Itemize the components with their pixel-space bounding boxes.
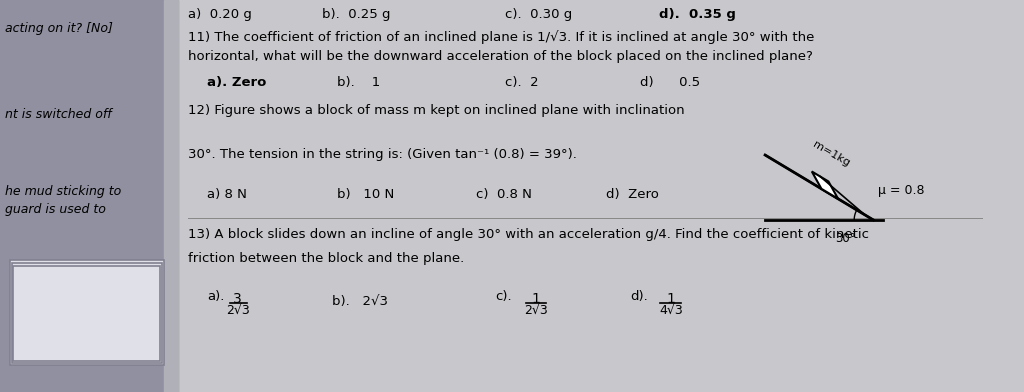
Text: a). Zero: a). Zero [207, 76, 266, 89]
Text: a).: a). [207, 290, 224, 303]
Text: friction between the block and the plane.: friction between the block and the plane… [187, 252, 464, 265]
Text: d).: d). [631, 290, 648, 303]
Text: μ = 0.8: μ = 0.8 [879, 183, 925, 196]
Text: 12) Figure shows a block of mass m kept on inclined plane with inclination: 12) Figure shows a block of mass m kept … [187, 104, 684, 117]
Text: 2√3: 2√3 [226, 304, 250, 317]
Text: nt is switched off: nt is switched off [5, 108, 112, 121]
Text: m=1kg: m=1kg [811, 140, 851, 169]
Text: guard is used to: guard is used to [5, 203, 105, 216]
Text: 13) A block slides down an incline of angle 30° with an acceleration g/4. Find t: 13) A block slides down an incline of an… [187, 228, 868, 241]
Text: 30°. The tension in the string is: (Given tan⁻¹ (0.8) = 39°).: 30°. The tension in the string is: (Give… [187, 148, 577, 161]
Text: 1: 1 [667, 292, 675, 306]
Bar [0, 0, 178, 392]
Text: b)   10 N: b) 10 N [337, 188, 394, 201]
Text: b).  0.25 g: b). 0.25 g [323, 8, 391, 21]
Text: a) 8 N: a) 8 N [207, 188, 247, 201]
Polygon shape [765, 155, 873, 220]
Polygon shape [812, 171, 838, 199]
Text: 4√3: 4√3 [658, 304, 683, 317]
Text: 1: 1 [531, 292, 541, 306]
Text: 11) The coefficient of friction of an inclined plane is 1/√3. If it is inclined : 11) The coefficient of friction of an in… [187, 30, 814, 44]
Text: b).    1: b). 1 [337, 76, 380, 89]
Text: he mud sticking to: he mud sticking to [5, 185, 121, 198]
Bar [164, 0, 178, 392]
Text: d)      0.5: d) 0.5 [640, 76, 700, 89]
Bar [9, 260, 164, 365]
Text: horizontal, what will be the downward acceleration of the block placed on the in: horizontal, what will be the downward ac… [187, 50, 812, 63]
Text: 30°: 30° [835, 232, 856, 245]
Text: c).  2: c). 2 [505, 76, 539, 89]
Text: 3: 3 [233, 292, 242, 306]
Text: c).  0.30 g: c). 0.30 g [505, 8, 572, 21]
Text: b).   2√3: b). 2√3 [332, 295, 388, 308]
Text: d).  0.35 g: d). 0.35 g [659, 8, 736, 21]
Text: d)  Zero: d) Zero [606, 188, 659, 201]
Text: 2√3: 2√3 [524, 304, 548, 317]
Text: acting on it? [No]: acting on it? [No] [5, 22, 113, 35]
Text: a)  0.20 g: a) 0.20 g [187, 8, 252, 21]
Text: c)  0.8 N: c) 0.8 N [476, 188, 532, 201]
Bar [11, 263, 162, 363]
Text: c).: c). [496, 290, 512, 303]
Bar [13, 266, 160, 361]
